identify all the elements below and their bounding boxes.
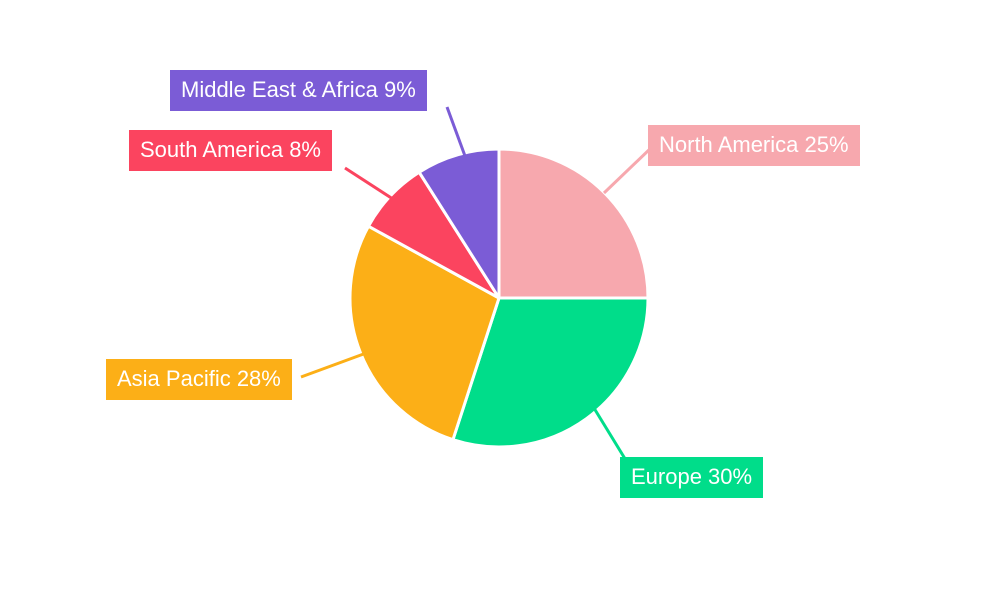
- pie-slice-middle-east-africa[interactable]: [417, 147, 501, 300]
- pie-label-north-america[interactable]: North America 25%: [648, 125, 860, 166]
- leader-line-europe: [584, 394, 629, 463]
- leader-line-middle-east-africa: [445, 106, 467, 157]
- pie-slice-asia-pacific[interactable]: [348, 224, 501, 442]
- pie-label-europe[interactable]: Europe 30%: [620, 457, 764, 498]
- leader-line-north-america: [602, 145, 654, 195]
- pie-slices-group: [348, 147, 650, 449]
- pie-slice-europe[interactable]: [451, 296, 650, 449]
- pie-label-asia-pacific[interactable]: Asia Pacific 28%: [106, 359, 292, 400]
- pie-label-middle-east-africa[interactable]: Middle East & Africa 9%: [170, 70, 427, 111]
- leader-line-south-america: [344, 166, 397, 203]
- leader-lines-group: [300, 106, 654, 463]
- pie-label-south-america[interactable]: South America 8%: [129, 130, 332, 171]
- leader-line-asia-pacific: [300, 350, 370, 379]
